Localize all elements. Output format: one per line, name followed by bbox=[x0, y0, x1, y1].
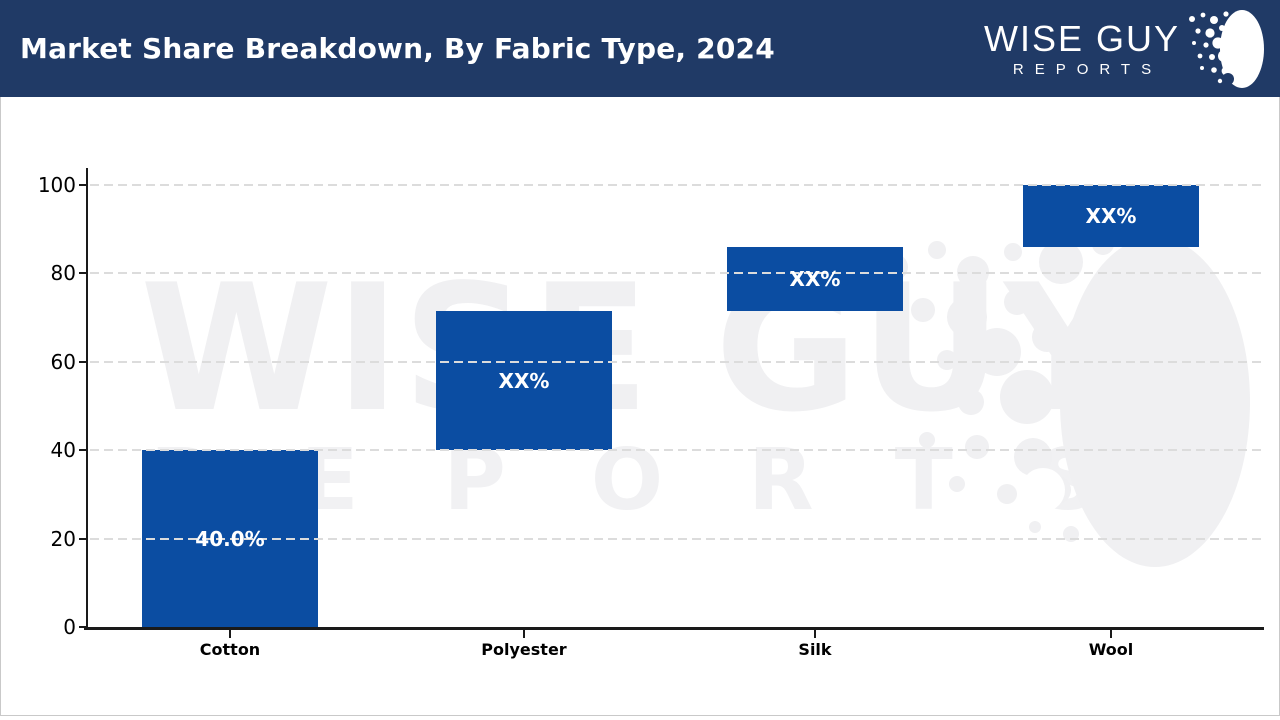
y-tick-label: 60 bbox=[50, 349, 76, 374]
logo-subtitle: REPORTS bbox=[1012, 60, 1163, 78]
y-tick-mark bbox=[79, 626, 87, 628]
bar-value-label: XX% bbox=[498, 368, 550, 393]
gridline bbox=[90, 272, 1262, 275]
y-tick-mark bbox=[79, 449, 87, 452]
x-axis-spine bbox=[84, 627, 1264, 630]
y-tick-label: 20 bbox=[50, 526, 76, 551]
page-title: Market Share Breakdown, By Fabric Type, … bbox=[20, 32, 775, 65]
logo-wordmark: WISE GUY bbox=[983, 17, 1180, 59]
x-tick-mark bbox=[229, 630, 231, 638]
logo-text: WISE GUY REPORTS bbox=[983, 17, 1180, 78]
y-tick-mark bbox=[79, 184, 87, 186]
y-tick-mark bbox=[79, 272, 87, 275]
bar-value-label: 40.0% bbox=[195, 526, 265, 551]
gridline bbox=[90, 184, 1262, 186]
watermark-head-icon bbox=[882, 233, 1250, 567]
x-category-label: Polyester bbox=[481, 640, 567, 659]
y-tick-label: 80 bbox=[50, 261, 76, 286]
y-tick-label: 40 bbox=[50, 438, 76, 463]
bar-polyester bbox=[436, 311, 612, 451]
wiseguy-logo: WISE GUY REPORTS bbox=[984, 7, 1280, 91]
bar-value-label: XX% bbox=[1085, 203, 1137, 228]
x-category-label: Cotton bbox=[199, 640, 261, 659]
x-category-label: Wool bbox=[1088, 640, 1134, 659]
gridline bbox=[90, 537, 1262, 540]
gridline bbox=[90, 360, 1262, 363]
bar-value-label: XX% bbox=[789, 267, 841, 292]
header: Market Share Breakdown, By Fabric Type, … bbox=[0, 0, 1280, 97]
y-tick-mark bbox=[79, 360, 87, 363]
y-tick-label: 0 bbox=[63, 615, 76, 639]
logo-head-icon bbox=[1189, 9, 1264, 88]
x-tick-mark bbox=[814, 630, 816, 638]
x-tick-mark bbox=[1110, 630, 1112, 638]
y-tick-label: 100 bbox=[37, 173, 76, 197]
gridline bbox=[90, 449, 1262, 452]
bar-silk bbox=[727, 246, 903, 312]
y-axis-spine bbox=[86, 168, 88, 630]
y-tick-mark bbox=[79, 537, 87, 540]
x-category-label: Silk bbox=[798, 640, 832, 659]
x-tick-mark bbox=[523, 630, 525, 638]
bar-wool bbox=[1023, 185, 1199, 247]
